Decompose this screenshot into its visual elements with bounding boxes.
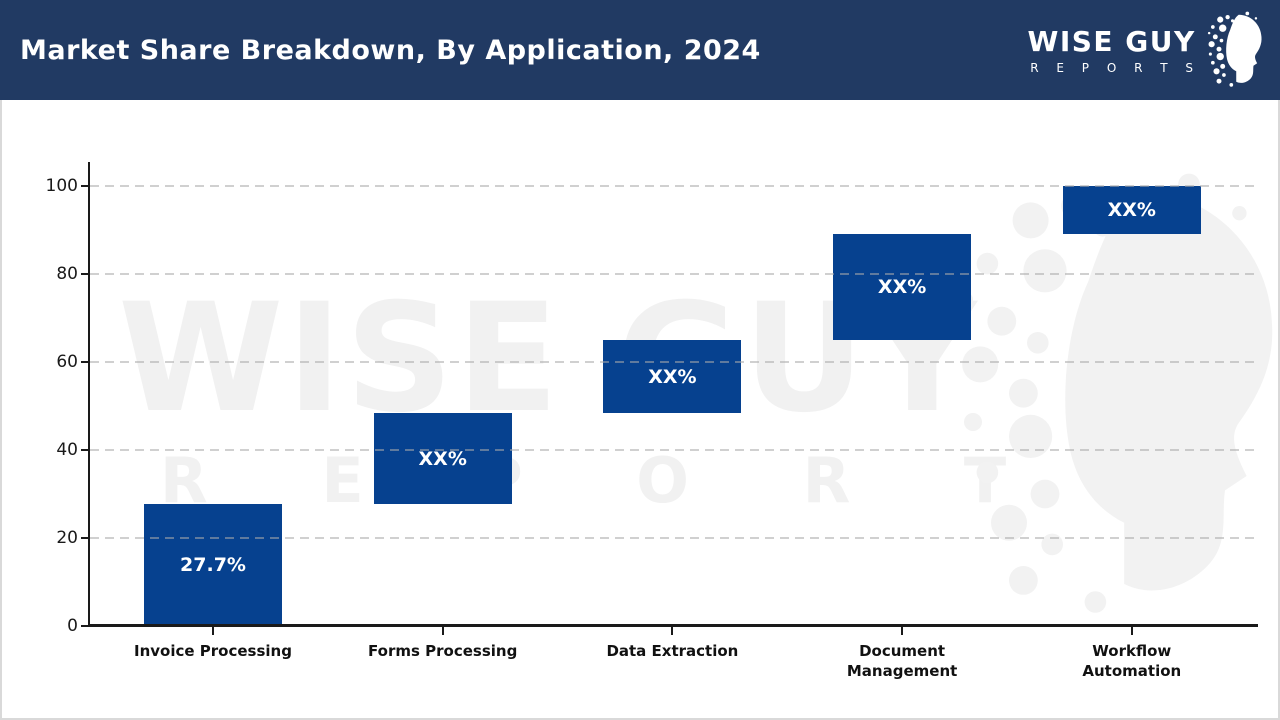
bar-data-extraction: XX% xyxy=(603,340,742,414)
bar-invoice-processing: 27.7% xyxy=(144,504,282,626)
bar-workflow-automation: XX% xyxy=(1062,186,1201,235)
y-axis-tick xyxy=(81,625,89,627)
y-axis-tick-label: 100 xyxy=(45,176,78,196)
y-axis-line xyxy=(88,162,90,627)
y-axis-tick-label: 40 xyxy=(56,440,78,460)
bar-value-label: XX% xyxy=(877,276,927,299)
bar-value-label: XX% xyxy=(648,365,697,388)
x-axis-label-line: Data Extraction xyxy=(606,642,739,660)
x-axis-label-line: Forms Processing xyxy=(368,642,518,660)
gridline-20 xyxy=(90,537,1257,539)
header: Market Share Breakdown, By Application, … xyxy=(0,0,1280,100)
y-axis-tick-label: 60 xyxy=(56,352,78,372)
watermark-face-icon xyxy=(958,173,1273,613)
brand-logo: WISE GUY R E P O R T S xyxy=(1023,10,1266,92)
bar-value-label: XX% xyxy=(418,447,467,470)
gridline-100 xyxy=(90,185,1257,187)
x-axis-line xyxy=(88,624,1258,627)
y-axis-tick-label: 20 xyxy=(56,528,78,548)
bar-document-management: XX% xyxy=(833,234,972,340)
x-axis-label-line: Invoice Processing xyxy=(134,642,292,660)
x-axis-label-line: Management xyxy=(846,662,958,680)
brand-face-icon xyxy=(1207,11,1262,87)
y-axis-tick xyxy=(81,273,89,275)
x-axis-label-forms-processing: Forms Processing xyxy=(343,641,543,661)
gridline-40 xyxy=(90,449,1257,451)
x-axis-tick xyxy=(901,627,904,635)
x-axis-label-line: Automation xyxy=(1082,662,1182,680)
chart: WISE GUY R E P O R T S 0 20 40 60 80 100 27.7%… xyxy=(0,100,1280,720)
bar-value-label: XX% xyxy=(1107,199,1156,222)
x-axis-label-data-extraction: Data Extraction xyxy=(572,641,772,661)
brand-name: WISE GUY xyxy=(1027,25,1196,59)
brand-subtitle: R E P O R T S xyxy=(1030,60,1200,75)
x-axis-tick xyxy=(1130,627,1133,635)
x-axis-tick xyxy=(441,627,444,635)
y-axis-tick xyxy=(81,449,89,451)
brand-wordmark: WISE GUY R E P O R T S xyxy=(1023,25,1200,75)
x-axis-label-invoice-processing: Invoice Processing xyxy=(113,641,313,661)
gridline-60 xyxy=(90,361,1257,363)
y-axis-tick-label: 0 xyxy=(67,616,78,636)
y-axis-tick xyxy=(81,185,89,187)
page-title: Market Share Breakdown, By Application, … xyxy=(20,34,761,66)
x-axis-tick xyxy=(212,627,214,635)
x-axis-tick xyxy=(671,627,674,635)
gridline-80 xyxy=(90,273,1257,275)
x-axis-label-document-management: Document Management xyxy=(802,641,1002,681)
watermark-subtitle: R E P O R T S xyxy=(160,444,1211,517)
x-axis-label-workflow-automation: Workflow Automation xyxy=(1032,641,1232,681)
bar-value-label: 27.7% xyxy=(180,554,246,577)
y-axis-tick xyxy=(81,537,89,539)
x-axis-label-line: Document xyxy=(859,642,946,660)
bar-forms-processing: XX% xyxy=(373,413,512,505)
x-axis-label-line: Workflow xyxy=(1092,642,1172,660)
y-axis-tick-label: 80 xyxy=(56,264,78,284)
y-axis-tick xyxy=(81,361,89,363)
